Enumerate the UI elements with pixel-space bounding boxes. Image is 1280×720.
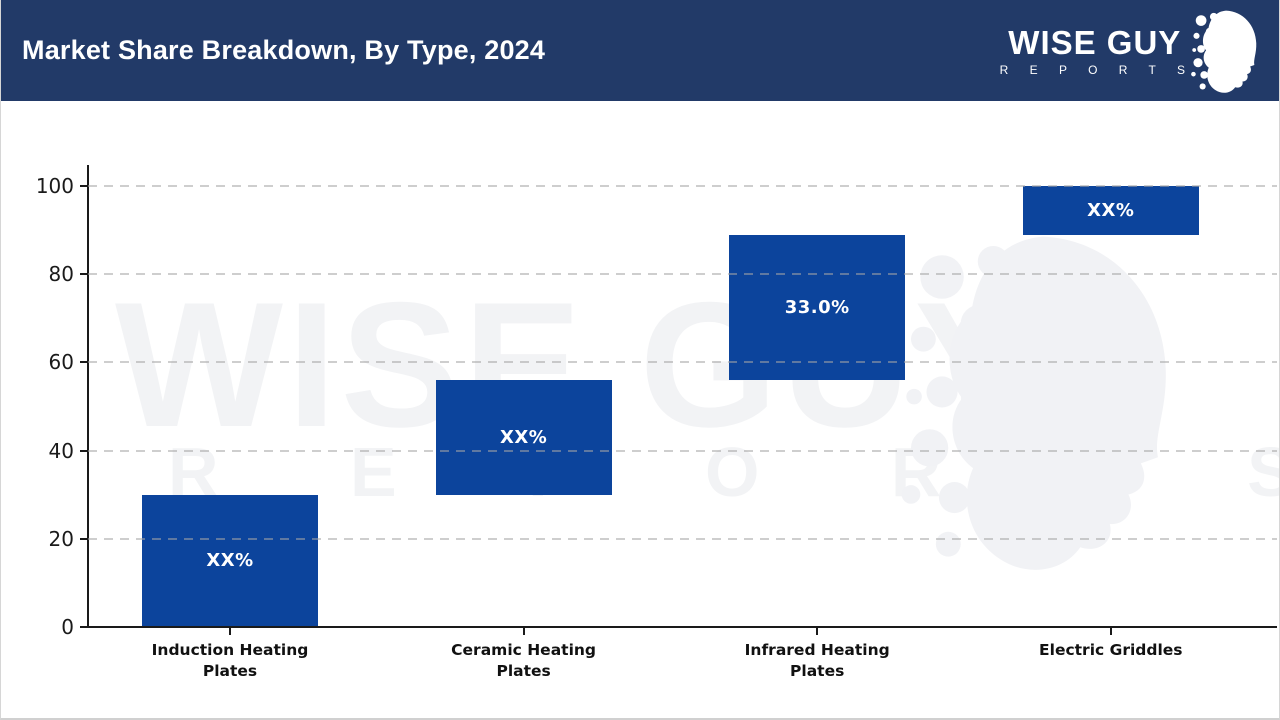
y-tick-label-100: 100: [35, 174, 74, 198]
category-label-3: Electric Griddles: [1039, 641, 1183, 659]
x-tick-3: [1109, 628, 1112, 635]
y-tick-100: [80, 185, 88, 187]
brand-logo: WISE GUY R E P O R T S: [996, 6, 1264, 96]
gridline-20: [88, 537, 1277, 540]
y-tick-0: [80, 626, 88, 628]
y-tick-label-80: 80: [48, 262, 74, 287]
gridline-60: [88, 361, 1277, 364]
y-tick-label-60: 60: [48, 350, 74, 375]
category-label-2: Infrared Heating Plates: [744, 641, 890, 680]
gridline-40: [88, 449, 1277, 452]
gridline-100: [88, 185, 1277, 187]
category-label-1: Ceramic Heating Plates: [451, 641, 597, 680]
y-tick-label-40: 40: [48, 438, 74, 463]
gridline-80: [88, 273, 1277, 276]
x-tick-0: [229, 628, 231, 635]
y-axis-line: [87, 165, 89, 628]
header-bar: Market Share Breakdown, By Type, 2024 WI…: [0, 0, 1280, 101]
bar-segment-3: XX%: [1022, 186, 1199, 235]
bar-segment-0: XX%: [142, 494, 318, 627]
x-tick-1: [522, 628, 525, 635]
y-tick-label-0: 0: [61, 615, 74, 639]
y-tick-label-20: 20: [48, 526, 74, 551]
y-tick-80: [80, 273, 88, 276]
bar-segment-1: XX%: [435, 380, 612, 495]
logo-wordmark: WISE GUY: [1008, 23, 1182, 61]
bar-value-label-0: XX%: [206, 550, 254, 572]
bar-segment-2: 33.0%: [729, 234, 906, 381]
x-axis-line: [87, 626, 1277, 628]
y-tick-40: [80, 449, 88, 452]
y-tick-20: [80, 537, 88, 540]
page-title: Market Share Breakdown, By Type, 2024: [22, 35, 546, 65]
x-tick-2: [816, 628, 819, 635]
y-tick-60: [80, 361, 88, 364]
logo-face-icon: [1191, 10, 1257, 93]
bar-value-label-1: XX%: [499, 426, 548, 448]
bar-value-label-2: 33.0%: [784, 296, 850, 318]
category-label-0: Induction Heating Plates: [151, 641, 309, 680]
logo-subtitle: R E P O R T S: [999, 62, 1194, 77]
bar-value-label-3: XX%: [1087, 199, 1135, 221]
